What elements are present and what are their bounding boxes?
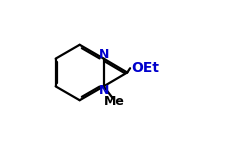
Text: Me: Me: [104, 95, 125, 107]
Text: N: N: [98, 84, 109, 97]
Text: N: N: [98, 48, 109, 61]
Text: OEt: OEt: [131, 60, 159, 75]
